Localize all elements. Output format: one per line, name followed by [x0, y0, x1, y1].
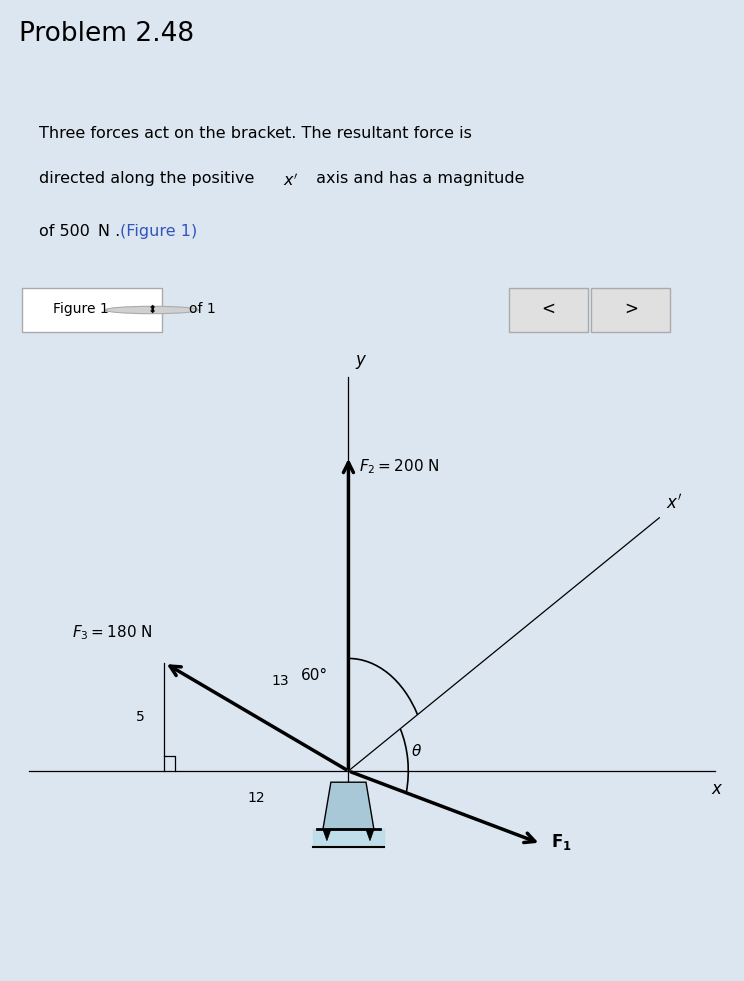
Text: $x$: $x$ [711, 780, 724, 798]
Text: θ: θ [411, 745, 421, 759]
FancyBboxPatch shape [22, 288, 162, 332]
Circle shape [106, 306, 199, 314]
Polygon shape [323, 782, 374, 830]
FancyBboxPatch shape [591, 288, 670, 332]
FancyBboxPatch shape [509, 288, 588, 332]
Polygon shape [366, 830, 374, 841]
Polygon shape [323, 830, 331, 841]
Text: (Figure 1): (Figure 1) [120, 224, 197, 238]
Text: $x'$: $x'$ [666, 493, 682, 512]
Text: $F_2 = 200$ N: $F_2 = 200$ N [359, 458, 440, 477]
Text: $F_3 = 180$ N: $F_3 = 180$ N [72, 624, 153, 643]
Text: of 1: of 1 [189, 302, 216, 316]
Text: of 500 N .: of 500 N . [39, 224, 125, 238]
Text: Problem 2.48: Problem 2.48 [19, 21, 193, 47]
Text: Three forces act on the bracket. The resultant force is: Three forces act on the bracket. The res… [39, 126, 472, 141]
Text: $y$: $y$ [355, 353, 368, 372]
Text: 5: 5 [135, 710, 144, 724]
Text: 12: 12 [248, 792, 265, 805]
Text: $x'$: $x'$ [283, 172, 298, 188]
Text: directed along the positive: directed along the positive [39, 172, 259, 186]
Text: ⬍: ⬍ [147, 305, 157, 315]
Text: $\mathbf{F_1}$: $\mathbf{F_1}$ [551, 832, 571, 852]
Text: 60°: 60° [301, 668, 329, 683]
Text: Figure 1: Figure 1 [53, 302, 109, 316]
Text: <: < [542, 300, 555, 318]
Text: 13: 13 [272, 674, 289, 688]
Text: >: > [623, 300, 638, 318]
Text: axis and has a magnitude: axis and has a magnitude [311, 172, 525, 186]
